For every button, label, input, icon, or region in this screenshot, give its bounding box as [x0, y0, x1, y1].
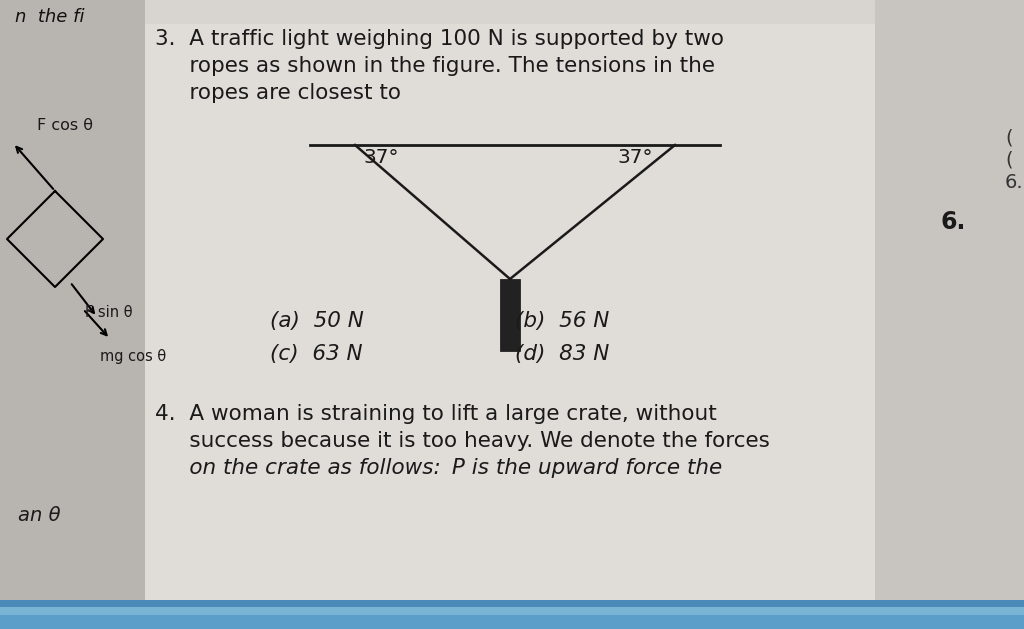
- Text: on the crate as follows:  P is the upward force the: on the crate as follows: P is the upward…: [155, 458, 722, 478]
- Text: (a)  50 N: (a) 50 N: [270, 311, 364, 331]
- Text: mg cos θ: mg cos θ: [100, 349, 166, 364]
- Text: 3.  A traffic light weighing 100 N is supported by two: 3. A traffic light weighing 100 N is sup…: [155, 29, 724, 49]
- Bar: [0, 615, 1024, 629]
- Text: ropes are closest to: ropes are closest to: [155, 83, 401, 103]
- Bar: [874, 0, 1024, 629]
- Text: (d)  83 N: (d) 83 N: [515, 344, 609, 364]
- Bar: [145, 0, 874, 629]
- Text: ropes as shown in the figure. The tensions in the: ropes as shown in the figure. The tensio…: [155, 56, 715, 76]
- Text: 4.  A woman is straining to lift a large crate, without: 4. A woman is straining to lift a large …: [155, 404, 717, 424]
- Text: an θ: an θ: [18, 506, 60, 525]
- Bar: [0, 607, 1024, 615]
- Text: F cos θ: F cos θ: [37, 118, 93, 133]
- Bar: [500, 279, 520, 351]
- Text: 37°: 37°: [617, 148, 652, 167]
- Text: success because it is too heavy. We denote the forces: success because it is too heavy. We deno…: [155, 431, 770, 451]
- Bar: [0, 600, 1024, 607]
- Text: F sin θ: F sin θ: [85, 305, 132, 320]
- Bar: [0, 0, 145, 629]
- Text: n  the fi: n the fi: [15, 8, 85, 26]
- Text: (b)  56 N: (b) 56 N: [515, 311, 609, 331]
- Text: 6.: 6.: [940, 210, 966, 234]
- Text: (
(
6.: ( ( 6.: [1005, 129, 1024, 192]
- Text: 37°: 37°: [362, 148, 398, 167]
- Text: (c)  63 N: (c) 63 N: [270, 344, 362, 364]
- Bar: [145, 24, 874, 604]
